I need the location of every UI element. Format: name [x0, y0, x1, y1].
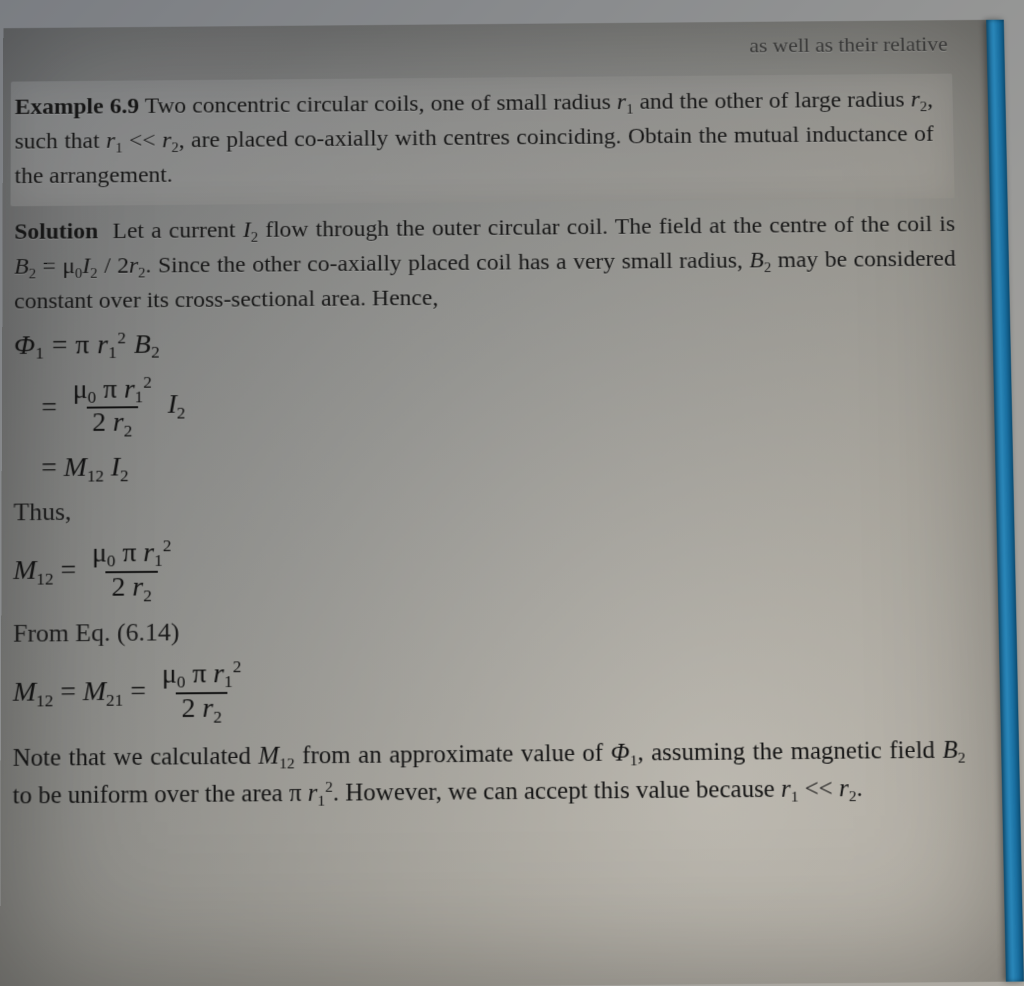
solution-label: Solution — [14, 219, 98, 245]
example-label: Example 6.9 — [15, 94, 139, 120]
textbook-page: as well as their relative Example 6.9 Tw… — [0, 20, 1024, 986]
eq-step2: = μ0 π r12 2 r2 I2 — [41, 367, 984, 441]
thus-label: Thus, — [13, 490, 986, 528]
eq-phi1: Φ1 = π r12 B2 — [14, 321, 983, 363]
solution-note: Note that we calculated M12 from an appr… — [13, 733, 967, 815]
eq-step3: = M12 I2 — [41, 444, 985, 486]
eq-m12: M12 = μ0 π r12 2 r2 — [13, 531, 988, 606]
fraction: μ0 π r12 2 r2 — [156, 659, 248, 727]
header-fragment: as well as their relative — [11, 32, 948, 65]
from-eq-label: From Eq. (6.14) — [13, 611, 989, 649]
fraction: μ0 π r12 2 r2 — [67, 374, 158, 441]
solution-lead: Solution Let a current I2 flow through t… — [14, 208, 957, 318]
example-block: Example 6.9 Two concentric circular coil… — [11, 74, 955, 206]
fraction: μ0 π r12 2 r2 — [86, 538, 177, 605]
example-problem: Example 6.9 Two concentric circular coil… — [14, 83, 934, 192]
page-edge-strip — [986, 20, 1024, 982]
eq-final: M12 = M21 = μ0 π r12 2 r2 — [13, 652, 991, 727]
